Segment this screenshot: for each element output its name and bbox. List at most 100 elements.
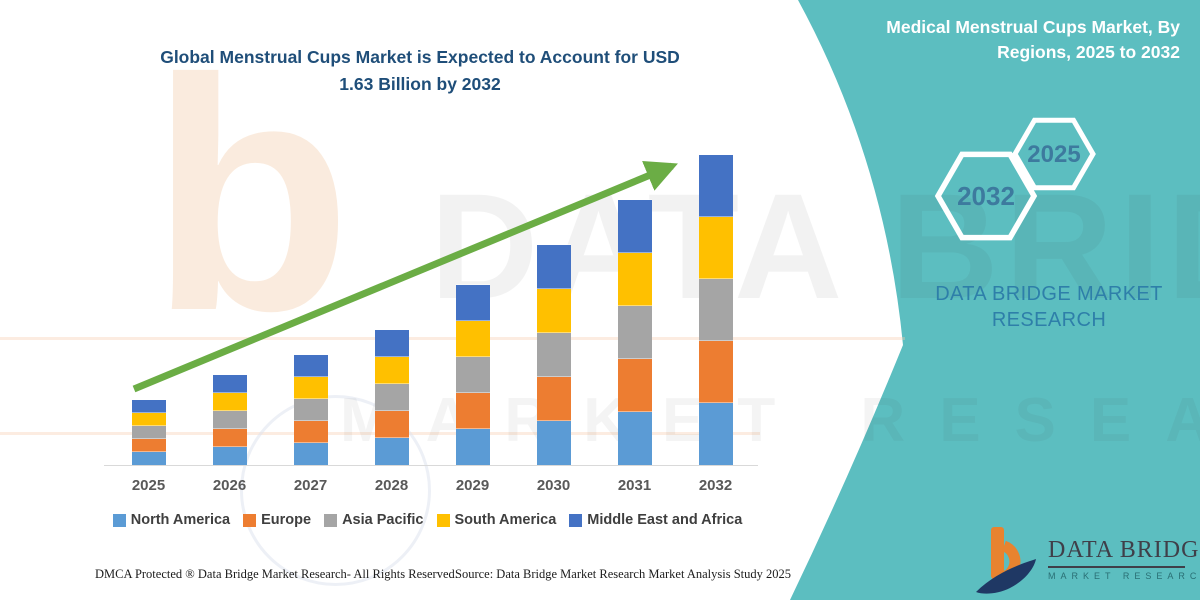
bar-segment-europe [131,439,166,452]
bar-stack [131,400,166,465]
x-axis-label: 2028 [374,477,409,494]
chart-title-line1: Global Menstrual Cups Market is Expected… [160,47,680,67]
databridge-logo-wordmark: DATA BRIDGE MARKET RESEARCH [1048,537,1200,581]
sidebar-heading-line2: Regions, 2025 to 2032 [997,42,1180,62]
bar-segment-middle-east-and-africa [536,245,571,289]
legend-swatch-icon [569,513,583,527]
bar-stack [212,375,247,465]
bar-segment-middle-east-and-africa [212,375,247,393]
bar-segment-middle-east-and-africa [293,355,328,377]
legend-label: Europe [261,512,312,528]
year-hexagons: 2032 2025 [934,117,1096,241]
bar-segment-middle-east-and-africa [617,200,652,253]
bar-stack [698,155,733,465]
bar-segment-north-america [212,447,247,465]
bar-segment-asia-pacific [293,399,328,421]
bar-column-2028 [351,150,432,465]
hexagon-2025-label: 2025 [1027,141,1080,168]
bar-segment-middle-east-and-africa [131,400,166,413]
bar-segment-north-america [698,403,733,465]
footer-source-text: Source: Data Bridge Market Research Mark… [455,567,792,581]
bar-stack [374,330,409,465]
legend-item: North America [112,512,231,528]
bar-column-2027 [270,150,351,465]
hexagon-2025 [1012,117,1096,191]
legend-label: North America [130,512,231,528]
x-axis-label: 2030 [536,477,571,494]
legend-item: Europe [243,512,311,528]
teal-panel-shape [790,0,1200,600]
bar-column-2025 [108,150,189,465]
chart-legend: North America Europe Asia Pacific South Ame… [95,512,760,528]
bar-segment-middle-east-and-africa [455,285,490,321]
legend-swatch-icon [243,513,257,527]
bar-segment-europe [698,341,733,403]
bar-stack [536,245,571,465]
chart-title: Global Menstrual Cups Market is Expected… [110,44,730,98]
legend-label: Asia Pacific [342,512,424,528]
bar-column-2030 [513,150,594,465]
logo-underline [1048,566,1185,568]
logo-tagline-text: MARKET RESEARCH [1048,570,1200,581]
bar-column-2026 [189,150,270,465]
x-axis-label: 2032 [698,477,733,494]
brand-text-line2: RESEARCH [991,309,1107,331]
bar-segment-north-america [455,429,490,465]
bar-segment-south-america [698,217,733,279]
bar-segment-north-america [131,452,166,465]
bar-segment-europe [455,393,490,429]
bar-stack [293,355,328,465]
bar-segment-europe [536,377,571,421]
chart-title-line2: 1.63 Billion by 2032 [339,74,501,94]
legend-item: South America [436,512,557,528]
sidebar-heading: Medical Menstrual Cups Market, By Region… [818,15,1180,65]
bar-column-2031 [594,150,675,465]
bar-segment-asia-pacific [698,279,733,341]
bar-segment-europe [374,411,409,438]
bar-segment-north-america [374,438,409,465]
legend-item: Asia Pacific [324,512,424,528]
legend-item: Middle East and Africa [569,512,742,528]
bar-column-2032 [675,150,756,465]
bar-segment-europe [212,429,247,447]
bar-segment-south-america [617,253,652,306]
bar-segment-asia-pacific [536,333,571,377]
logo-name-text: DATA BRIDGE [1048,537,1200,563]
bar-segment-asia-pacific [131,426,166,439]
x-axis-labels: 2025 2026 2027 2028 2029 2030 2031 2032 [108,477,756,494]
logo-swoosh [976,559,1036,594]
logo-b-stem [991,527,1004,579]
bar-segment-south-america [212,393,247,411]
brand-text-line1: DATA BRIDGE MARKET [935,283,1163,305]
bar-segment-asia-pacific [374,384,409,411]
bar-segment-middle-east-and-africa [698,155,733,217]
legend-swatch-icon [324,513,338,527]
bar-segment-south-america [455,321,490,357]
bar-column-2029 [432,150,513,465]
bar-segment-asia-pacific [212,411,247,429]
bar-segment-south-america [374,357,409,384]
x-axis-label: 2025 [131,477,166,494]
footer-dmca-text: DMCA Protected ® Data Bridge Market Rese… [95,567,458,581]
x-axis-label: 2029 [455,477,490,494]
bar-segment-south-america [293,377,328,399]
legend-label: Middle East and Africa [587,512,743,528]
bar-segment-south-america [131,413,166,426]
legend-label: South America [454,512,557,528]
bar-stack [455,285,490,465]
databridge-logo-mark [976,527,1036,594]
bar-stack [617,200,652,465]
legend-swatch-icon [436,513,450,527]
bar-segment-north-america [617,412,652,465]
hexagon-2032-label: 2032 [957,181,1015,211]
bar-segment-asia-pacific [455,357,490,393]
bar-segment-north-america [293,443,328,465]
stacked-bar-plot [108,150,756,465]
x-axis-label: 2031 [617,477,652,494]
bar-segment-asia-pacific [617,306,652,359]
x-axis-label: 2026 [212,477,247,494]
sidebar-brand-text: DATA BRIDGE MARKET RESEARCH [903,281,1195,333]
legend-swatch-icon [112,513,126,527]
